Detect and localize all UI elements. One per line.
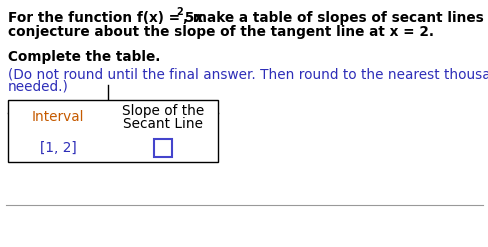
Text: (Do not round until the final answer. Then round to the nearest thousandth as: (Do not round until the final answer. Th… — [8, 67, 488, 81]
Text: Complete the table.: Complete the table. — [8, 50, 160, 64]
Text: [1, 2]: [1, 2] — [40, 141, 76, 155]
Text: , make a table of slopes of secant lines and make a: , make a table of slopes of secant lines… — [183, 11, 488, 25]
Text: Slope of the: Slope of the — [122, 104, 203, 118]
Text: needed.): needed.) — [8, 80, 69, 94]
Text: Interval: Interval — [32, 110, 84, 124]
Text: Secant Line: Secant Line — [123, 117, 203, 131]
Text: conjecture about the slope of the tangent line at x = 2.: conjecture about the slope of the tangen… — [8, 25, 433, 39]
Text: For the function f(x) = 5x: For the function f(x) = 5x — [8, 11, 203, 25]
Text: 2: 2 — [176, 7, 183, 17]
